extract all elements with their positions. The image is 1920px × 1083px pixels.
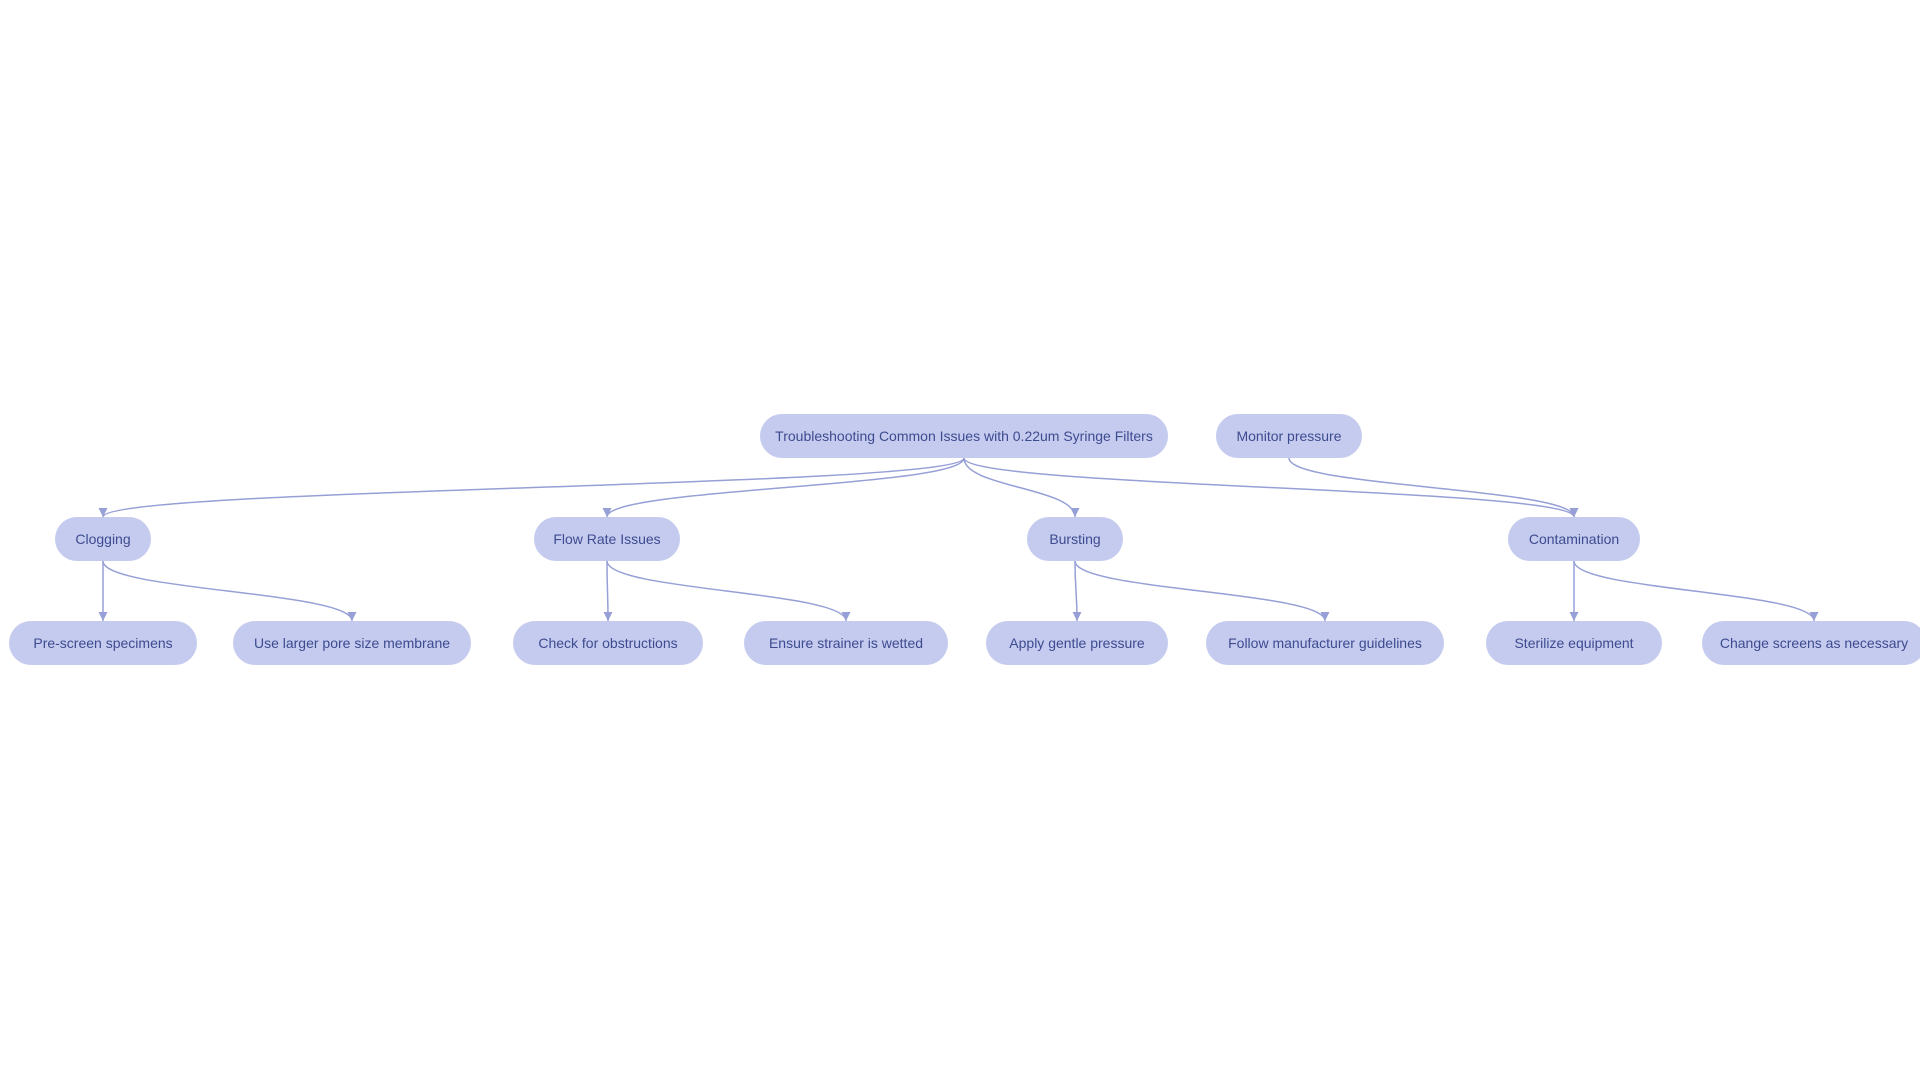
node-clogging: Clogging [55,517,151,561]
node-guidelines: Follow manufacturer guidelines [1206,621,1444,665]
node-root: Troubleshooting Common Issues with 0.22u… [760,414,1168,458]
edge-root-bursting [964,458,1075,517]
node-contamination: Contamination [1508,517,1640,561]
edge-root-clogging [103,458,964,517]
node-monitor: Monitor pressure [1216,414,1362,458]
node-largerpore: Use larger pore size membrane [233,621,471,665]
edge-monitor-contamination [1289,458,1574,517]
node-changescreens: Change screens as necessary [1702,621,1920,665]
edge-bursting-gentle [1075,561,1077,621]
node-obstructions: Check for obstructions [513,621,703,665]
edge-bursting-guidelines [1075,561,1325,621]
edge-flowrate-obstructions [607,561,608,621]
node-sterilize: Sterilize equipment [1486,621,1662,665]
flowchart-diagram: Troubleshooting Common Issues with 0.22u… [0,0,1920,1083]
edge-contamination-changescreens [1574,561,1814,621]
node-gentle: Apply gentle pressure [986,621,1168,665]
node-prescreen: Pre-screen specimens [9,621,197,665]
node-flowrate: Flow Rate Issues [534,517,680,561]
edge-clogging-largerpore [103,561,352,621]
node-bursting: Bursting [1027,517,1123,561]
node-wetted: Ensure strainer is wetted [744,621,948,665]
edge-root-flowrate [607,458,964,517]
edge-flowrate-wetted [607,561,846,621]
edge-root-contamination [964,458,1574,517]
